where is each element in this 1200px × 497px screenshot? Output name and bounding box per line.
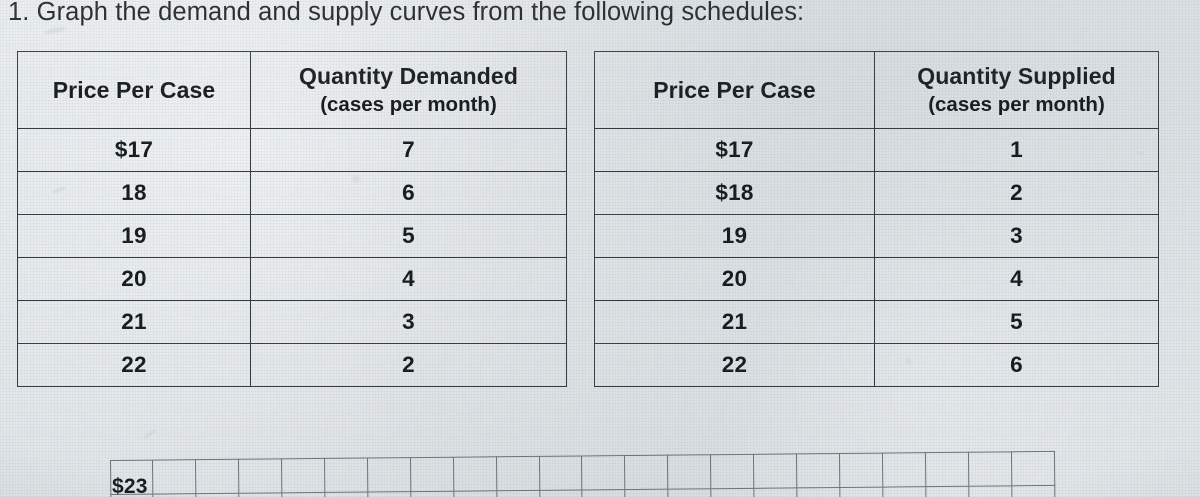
graph-grid-cell <box>496 455 540 492</box>
table-row: $17 7 <box>17 128 567 172</box>
demand-quantity-cell: 7 <box>250 128 567 172</box>
graph-grid-cell <box>453 491 498 497</box>
table-row: 22 2 <box>17 343 567 387</box>
demand-price-cell: $17 <box>17 128 251 172</box>
graph-grid-cell <box>625 489 670 497</box>
graph-grid-cell <box>926 486 970 497</box>
graph-grid-cell <box>926 451 970 488</box>
column-header-quantity-supplied-main: Quantity Supplied <box>917 62 1116 89</box>
column-header-quantity-supplied: Quantity Supplied (cases per month) <box>874 51 1159 129</box>
graph-grid-cell <box>368 492 412 497</box>
graph-grid-cell <box>324 457 369 493</box>
supply-schedule-table: Price Per Case Quantity Supplied (cases … <box>594 51 1159 387</box>
graph-grid-cell <box>883 452 927 488</box>
demand-quantity-cell: 6 <box>250 171 567 215</box>
column-header-price-per-case: Price Per Case <box>17 51 251 129</box>
paper-smudge <box>142 427 158 441</box>
supply-quantity-cell: 1 <box>874 128 1159 172</box>
graph-grid-cell <box>238 458 283 494</box>
graph-grid-cell <box>282 492 326 497</box>
table-row: 22 6 <box>594 343 1159 387</box>
demand-price-cell: 21 <box>17 300 251 344</box>
column-header-quantity-supplied-units: (cases per month) <box>928 92 1105 116</box>
graph-grid-cell <box>582 455 626 491</box>
graph-grid-cell <box>496 490 541 497</box>
graph-grid-cell <box>625 454 669 491</box>
graph-grid-cell <box>840 452 884 488</box>
graph-grid-cell <box>883 487 927 497</box>
graph-grid-cell <box>325 492 369 497</box>
supply-quantity-cell: 5 <box>874 300 1159 344</box>
demand-quantity-cell: 5 <box>250 214 567 258</box>
demand-quantity-cell: 2 <box>250 343 567 387</box>
table-row: 19 5 <box>17 214 567 258</box>
graph-grid-cell <box>969 486 1013 497</box>
graph-grid-cell <box>453 456 497 492</box>
supply-quantity-cell: 3 <box>874 214 1159 258</box>
graph-grid-cell <box>539 455 583 491</box>
demand-price-cell: 18 <box>17 171 251 215</box>
graph-grid-cell <box>410 491 455 497</box>
supply-price-cell: 22 <box>594 343 875 387</box>
demand-schedule-body: $17 7 18 6 19 5 20 4 21 3 22 2 <box>17 128 567 387</box>
y-axis-label-23: $23 <box>112 475 148 497</box>
graph-grid-cell <box>152 459 197 495</box>
graph-grid-cell <box>668 489 713 497</box>
demand-price-cell: 22 <box>17 343 251 387</box>
table-header-row: Price Per Case Quantity Supplied (cases … <box>594 51 1159 129</box>
supply-quantity-cell: 2 <box>874 171 1159 215</box>
demand-quantity-cell: 3 <box>250 300 567 344</box>
supply-price-cell: 20 <box>594 257 875 301</box>
demand-quantity-cell: 4 <box>250 257 567 301</box>
graph-grid-cell <box>195 458 240 495</box>
graph-grid-cell <box>797 487 841 497</box>
graph-grid-cell <box>711 488 755 497</box>
table-row: 20 4 <box>594 257 1159 301</box>
supply-schedule-body: $17 1 $18 2 19 3 20 4 21 5 22 6 <box>594 128 1159 387</box>
table-row: 21 5 <box>594 300 1159 344</box>
graph-grid-cell <box>239 493 283 497</box>
table-header-row: Price Per Case Quantity Demanded (cases … <box>17 51 567 129</box>
graph-grid-cell <box>754 453 798 489</box>
supply-quantity-cell: 6 <box>874 343 1159 387</box>
supply-quantity-cell: 4 <box>874 257 1159 301</box>
graph-grid-cell <box>539 490 584 497</box>
graph-grid-cell <box>840 487 884 497</box>
graph-grid-cell <box>281 457 326 494</box>
table-row: $18 2 <box>594 171 1159 215</box>
graph-grid-cell <box>582 490 627 497</box>
demand-price-cell: 19 <box>17 214 251 258</box>
table-row: 18 6 <box>17 171 567 215</box>
column-header-quantity-demanded-units: (cases per month) <box>320 92 497 116</box>
graph-grid-cell <box>969 451 1013 487</box>
column-header-price-per-case: Price Per Case <box>594 51 875 129</box>
table-row: 19 3 <box>594 214 1159 258</box>
graph-grid-cell <box>754 488 798 497</box>
supply-price-cell: 21 <box>594 300 875 344</box>
demand-schedule-table: Price Per Case Quantity Demanded (cases … <box>17 51 567 387</box>
graph-grid-cell <box>797 452 841 489</box>
supply-price-cell: $18 <box>594 171 875 215</box>
graph-grid-cell <box>1012 485 1056 497</box>
table-row: 20 4 <box>17 257 567 301</box>
graph-grid-cell <box>668 454 712 490</box>
graph-grid-cell <box>711 453 755 490</box>
demand-price-cell: 20 <box>17 257 251 301</box>
table-row: 21 3 <box>17 300 567 344</box>
supply-price-cell: 19 <box>594 214 875 258</box>
supply-price-cell: $17 <box>594 128 875 172</box>
graph-grid-cell <box>1011 450 1056 487</box>
question-prompt: 1. Graph the demand and supply curves fr… <box>8 0 805 26</box>
table-row: $17 1 <box>594 128 1159 172</box>
graph-grid-cell <box>410 456 454 493</box>
column-header-quantity-demanded-main: Quantity Demanded <box>299 62 518 89</box>
graph-grid <box>110 450 1056 497</box>
graph-grid-cell <box>367 457 411 493</box>
column-header-quantity-demanded: Quantity Demanded (cases per month) <box>250 51 567 129</box>
